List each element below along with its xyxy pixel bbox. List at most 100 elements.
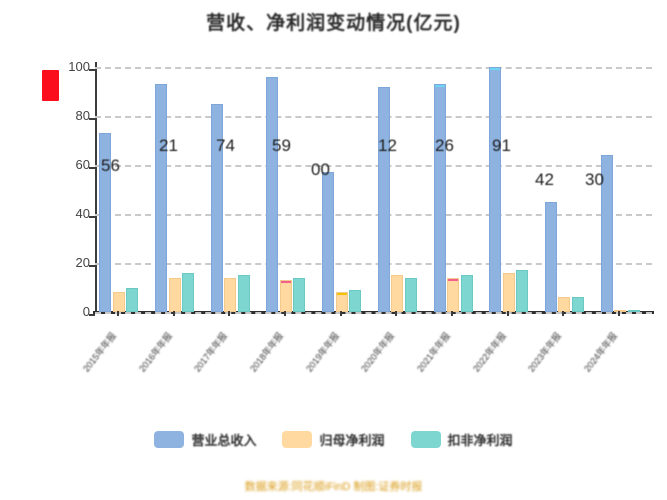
x-tick-mark — [618, 311, 621, 316]
y-tick-mark — [89, 314, 95, 316]
bar-net-profit[interactable] — [502, 272, 515, 312]
legend-label: 扣非净利润 — [447, 433, 513, 448]
y-tick-mark — [89, 167, 95, 169]
red-marker-badge — [42, 70, 59, 101]
x-tick-mark — [339, 311, 342, 316]
y-tick-mark — [89, 69, 95, 71]
chart-title: 营收、净利润变动情况(亿元) — [206, 13, 461, 34]
gridline — [89, 116, 652, 120]
x-tick-mark — [172, 311, 175, 316]
bar-deducted-net-profit[interactable] — [516, 270, 529, 312]
bar-revenue[interactable] — [155, 84, 168, 312]
x-tick-label: 2015年年报 — [81, 330, 118, 374]
legend-swatch — [282, 431, 313, 448]
x-tick-label: 2024年年报 — [582, 330, 620, 374]
bar-group — [95, 67, 151, 312]
y-tick-label: 40 — [75, 206, 90, 221]
bar-deducted-net-profit[interactable] — [349, 289, 362, 312]
bar-revenue[interactable] — [322, 172, 335, 312]
x-tick-mark — [116, 311, 119, 316]
bar-net-profit[interactable] — [391, 275, 404, 312]
x-axis-labels: 2015年年报 2016年年报 2017年年报 2018年年报 2019年年报 2020年… — [81, 311, 652, 396]
bar-cap — [448, 278, 459, 281]
legend-label: 营业总收入 — [191, 433, 257, 448]
gridline — [89, 214, 652, 218]
bar-deducted-net-profit[interactable] — [460, 275, 473, 312]
x-tick-label: 2018年年报 — [248, 330, 285, 374]
gridline — [89, 165, 652, 169]
x-tick-label: 2022年年报 — [470, 330, 508, 374]
x-tick-label: 2021年年报 — [415, 330, 453, 374]
bar-deducted-net-profit[interactable] — [293, 277, 306, 312]
chart-caption: 数据来源:同花顺iFinD 制图:证券时报 — [244, 481, 423, 493]
bar-cap — [434, 85, 445, 88]
bar-deducted-net-profit[interactable] — [237, 275, 250, 312]
x-tick-mark — [506, 311, 509, 316]
bar-cap — [280, 281, 291, 284]
bar-deducted-net-profit[interactable] — [627, 309, 640, 312]
gridline — [89, 263, 652, 267]
bar-revenue[interactable] — [377, 86, 390, 312]
bar-net-profit[interactable] — [447, 277, 460, 312]
y-tick-mark — [89, 216, 95, 218]
y-tick-mark — [89, 265, 95, 267]
bar-group — [596, 67, 652, 312]
x-tick-mark — [451, 311, 454, 316]
x-tick-mark — [228, 311, 231, 316]
bar-deducted-net-profit[interactable] — [126, 287, 139, 312]
plot-gridlines — [89, 67, 652, 316]
bar-net-profit[interactable] — [614, 309, 627, 312]
bar-group — [541, 67, 597, 312]
bar-net-profit[interactable] — [558, 297, 571, 312]
bar-revenue[interactable] — [544, 201, 557, 312]
bar-deducted-net-profit[interactable] — [404, 277, 417, 312]
x-tick-mark — [283, 311, 286, 316]
bar-net-profit[interactable] — [224, 277, 237, 312]
bar-net-profit[interactable] — [112, 292, 125, 312]
bar-net-profit[interactable] — [335, 292, 348, 312]
x-tick-mark — [395, 311, 398, 316]
x-tick-label: 2019年年报 — [303, 330, 341, 374]
x-tick-label: 2017年年报 — [192, 330, 230, 374]
bar-deducted-net-profit[interactable] — [571, 297, 584, 312]
bar-revenue[interactable] — [266, 76, 279, 312]
bar-revenue[interactable] — [433, 84, 446, 312]
x-tick-label: 2020年年报 — [359, 330, 397, 374]
y-tick-mark — [89, 118, 95, 120]
bar-cap — [336, 293, 347, 296]
bar-group — [318, 67, 374, 312]
y-tick-label: 0 — [82, 304, 90, 319]
bar-group — [485, 67, 541, 312]
y-axis-labels: 0 20 40 60 80 100 — [60, 59, 90, 319]
bar-net-profit[interactable] — [168, 277, 181, 312]
bar-groups — [95, 67, 652, 312]
bar-cap — [490, 68, 501, 70]
bar-group — [429, 67, 485, 312]
bar-revenue[interactable] — [99, 133, 112, 312]
y-tick-label: 80 — [75, 108, 90, 123]
legend-swatch — [410, 431, 441, 448]
chart-legend: 营业总收入 归母净利润 扣非净利润 — [0, 430, 667, 449]
x-tick-label: 2023年年报 — [526, 330, 564, 374]
legend-label: 归母净利润 — [319, 433, 385, 448]
y-tick-label: 20 — [75, 255, 90, 270]
legend-item[interactable]: 归母净利润 — [282, 430, 385, 449]
bar-net-profit[interactable] — [279, 280, 292, 312]
y-tick-label: 100 — [68, 59, 90, 74]
legend-swatch — [154, 431, 185, 448]
x-tick-mark — [562, 311, 565, 316]
x-tick-label: 2016年年报 — [136, 330, 174, 374]
y-axis-line — [95, 62, 97, 314]
gridline — [89, 67, 652, 71]
bar-deducted-net-profit[interactable] — [182, 272, 195, 312]
bar-revenue[interactable] — [210, 103, 223, 312]
legend-item[interactable]: 扣非净利润 — [410, 430, 513, 449]
bar-revenue[interactable] — [600, 155, 613, 312]
legend-item[interactable]: 营业总收入 — [154, 430, 256, 449]
gridline — [89, 312, 652, 316]
y-tick-label: 60 — [75, 157, 90, 172]
bar-group — [374, 67, 430, 312]
bar-revenue[interactable] — [489, 67, 502, 312]
bar-group — [206, 67, 262, 312]
